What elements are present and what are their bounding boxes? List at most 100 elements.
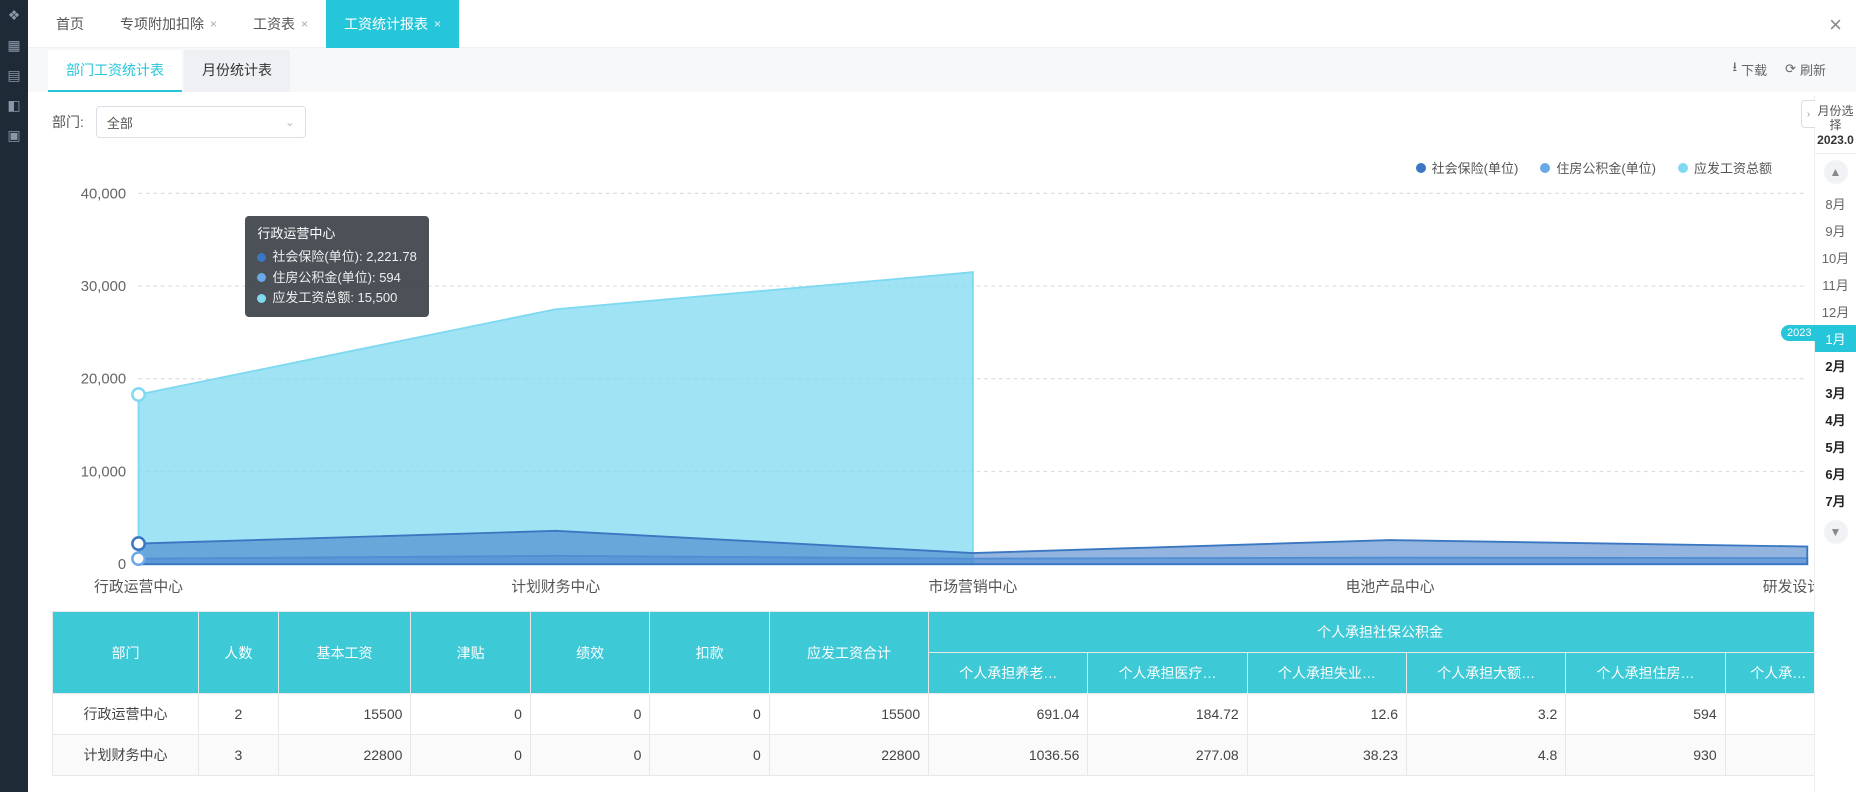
month-item[interactable]: 11月 bbox=[1815, 271, 1856, 298]
table-cell: 22800 bbox=[769, 735, 928, 776]
table-cell: 0 bbox=[530, 735, 649, 776]
svg-text:计划财务中心: 计划财务中心 bbox=[511, 578, 600, 595]
legend-item[interactable]: 应发工资总额 bbox=[1678, 158, 1772, 177]
svg-text:30,000: 30,000 bbox=[81, 279, 126, 295]
left-nav: ❖ ▦ ▤ ◧ ▣ bbox=[0, 0, 28, 792]
nav-icon[interactable]: ▤ bbox=[0, 60, 28, 90]
dept-filter-label: 部门: bbox=[52, 112, 84, 132]
nav-icon[interactable]: ◧ bbox=[0, 90, 28, 120]
salary-table: 部门人数基本工资津贴绩效扣款应发工资合计个人承担社保公积金个人承担养老…个人承担… bbox=[52, 611, 1832, 776]
month-item[interactable]: 10月 bbox=[1815, 244, 1856, 271]
table-cell: 行政运营中心 bbox=[53, 694, 199, 735]
table-header: 部门 bbox=[53, 612, 199, 694]
table-cell: 1036.56 bbox=[929, 735, 1088, 776]
month-item[interactable]: 4月 bbox=[1815, 406, 1856, 433]
table-header: 个人承担医疗… bbox=[1088, 653, 1247, 694]
month-rail-header: 月份选择 2023.0 bbox=[1815, 102, 1856, 154]
nav-icon[interactable]: ▦ bbox=[0, 30, 28, 60]
table-cell: 0 bbox=[650, 735, 769, 776]
dept-select-value: 全部 bbox=[107, 113, 133, 132]
svg-text:行政运营中心: 行政运营中心 bbox=[94, 578, 183, 595]
legend-item[interactable]: 住房公积金(单位) bbox=[1540, 158, 1656, 177]
table-cell: 277.08 bbox=[1088, 735, 1247, 776]
table-cell: 0 bbox=[411, 694, 530, 735]
table-header: 个人承担住房… bbox=[1566, 653, 1725, 694]
refresh-label: 刷新 bbox=[1800, 60, 1826, 79]
table-header: 基本工资 bbox=[278, 612, 411, 694]
table-cell: 0 bbox=[411, 735, 530, 776]
refresh-button[interactable]: ⟳ 刷新 bbox=[1785, 58, 1826, 80]
chart-section: 社会保险(单位)住房公积金(单位)应发工资总额 010,00020,00030,… bbox=[28, 152, 1856, 611]
salary-area-chart[interactable]: 010,00020,00030,00040,000行政运营中心计划财务中心市场营… bbox=[52, 181, 1832, 601]
table-cell: 4.8 bbox=[1407, 735, 1566, 776]
sub-tab-bar: 部门工资统计表月份统计表 ⭳ 下载 ⟳ 刷新 bbox=[28, 48, 1856, 92]
table-header-group: 个人承担社保公积金 bbox=[929, 612, 1832, 653]
svg-text:电池产品中心: 电池产品中心 bbox=[1346, 578, 1435, 595]
month-item[interactable]: 9月 bbox=[1815, 217, 1856, 244]
month-item[interactable]: 12月 bbox=[1815, 298, 1856, 325]
table-cell: 22800 bbox=[278, 735, 411, 776]
month-item[interactable]: 2月 bbox=[1815, 352, 1856, 379]
tab-close-icon[interactable]: × bbox=[210, 17, 217, 31]
legend-swatch-icon bbox=[1540, 163, 1550, 173]
legend-item[interactable]: 社会保险(单位) bbox=[1416, 158, 1519, 177]
table-header: 应发工资合计 bbox=[769, 612, 928, 694]
table-cell: 184.72 bbox=[1088, 694, 1247, 735]
table-section: 部门人数基本工资津贴绩效扣款应发工资合计个人承担社保公积金个人承担养老…个人承担… bbox=[28, 611, 1856, 776]
chevron-down-icon: ⌄ bbox=[285, 115, 295, 129]
table-cell: 594 bbox=[1566, 694, 1725, 735]
download-button[interactable]: ⭳ 下载 bbox=[1733, 58, 1768, 80]
filter-row: 部门: 全部 ⌄ bbox=[28, 92, 1856, 152]
month-item[interactable]: 7月 bbox=[1815, 487, 1856, 514]
month-next-button[interactable]: ▼ bbox=[1824, 520, 1848, 544]
svg-text:0: 0 bbox=[118, 557, 126, 573]
legend-label: 住房公积金(单位) bbox=[1556, 158, 1656, 177]
legend-label: 社会保险(单位) bbox=[1432, 158, 1519, 177]
download-label: 下载 bbox=[1741, 60, 1767, 79]
top-tab[interactable]: 首页 bbox=[38, 0, 102, 48]
page-body: 部门工资统计表月份统计表 ⭳ 下载 ⟳ 刷新 部门: 全部 ⌄ 社会保险(单位)… bbox=[28, 48, 1856, 792]
rail-collapse-handle[interactable]: › bbox=[1801, 100, 1815, 128]
month-item[interactable]: 8月 bbox=[1815, 190, 1856, 217]
dept-select[interactable]: 全部 ⌄ bbox=[96, 106, 306, 138]
table-header: 扣款 bbox=[650, 612, 769, 694]
table-header: 津贴 bbox=[411, 612, 530, 694]
top-tab[interactable]: 工资表× bbox=[235, 0, 326, 48]
sub-tab[interactable]: 部门工资统计表 bbox=[48, 50, 182, 92]
table-cell: 计划财务中心 bbox=[53, 735, 199, 776]
table-cell: 12.6 bbox=[1247, 694, 1406, 735]
table-header: 人数 bbox=[199, 612, 279, 694]
table-row[interactable]: 计划财务中心322800000228001036.56277.0838.234.… bbox=[53, 735, 1832, 776]
tab-close-icon[interactable]: × bbox=[434, 17, 441, 31]
svg-text:40,000: 40,000 bbox=[81, 186, 126, 202]
svg-text:10,000: 10,000 bbox=[81, 464, 126, 480]
table-cell: 3.2 bbox=[1407, 694, 1566, 735]
month-item[interactable]: 6月 bbox=[1815, 460, 1856, 487]
top-tab[interactable]: 工资统计报表× bbox=[326, 0, 459, 48]
month-item[interactable]: 1月2023 bbox=[1815, 325, 1856, 352]
table-cell: 15500 bbox=[769, 694, 928, 735]
legend-swatch-icon bbox=[1678, 163, 1688, 173]
tab-close-icon[interactable]: × bbox=[301, 17, 308, 31]
nav-icon[interactable]: ▣ bbox=[0, 120, 28, 150]
year-badge: 2023 bbox=[1781, 325, 1817, 341]
table-cell: 0 bbox=[650, 694, 769, 735]
close-all-icon[interactable]: × bbox=[1829, 12, 1842, 38]
month-item[interactable]: 3月 bbox=[1815, 379, 1856, 406]
month-rail: › 月份选择 2023.0 ▲ 8月9月10月11月12月1月20232月3月4… bbox=[1814, 96, 1856, 792]
table-header: 个人承担养老… bbox=[929, 653, 1088, 694]
legend-label: 应发工资总额 bbox=[1694, 158, 1772, 177]
top-tab-bar: 首页专项附加扣除×工资表×工资统计报表× × bbox=[28, 0, 1856, 48]
table-header: 个人承担失业… bbox=[1247, 653, 1406, 694]
chart-legend: 社会保险(单位) 住房公积金(单位) 应发工资总额 bbox=[52, 152, 1832, 181]
legend-swatch-icon bbox=[1416, 163, 1426, 173]
top-tab[interactable]: 专项附加扣除× bbox=[102, 0, 235, 48]
table-cell: 0 bbox=[530, 694, 649, 735]
sub-tab[interactable]: 月份统计表 bbox=[184, 50, 290, 92]
month-item[interactable]: 5月 bbox=[1815, 433, 1856, 460]
table-cell: 2 bbox=[199, 694, 279, 735]
table-cell: 3 bbox=[199, 735, 279, 776]
nav-icon[interactable]: ❖ bbox=[0, 0, 28, 30]
table-row[interactable]: 行政运营中心21550000015500691.04184.7212.63.25… bbox=[53, 694, 1832, 735]
month-prev-button[interactable]: ▲ bbox=[1824, 160, 1848, 184]
